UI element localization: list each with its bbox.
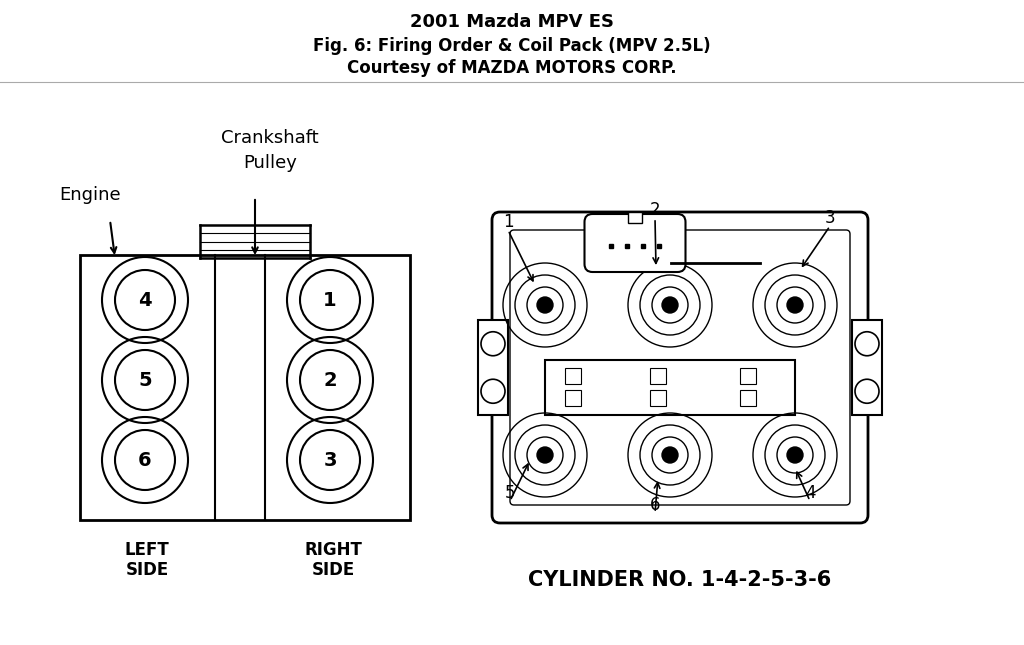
- Circle shape: [662, 297, 678, 313]
- Text: 5: 5: [505, 484, 515, 502]
- Circle shape: [537, 297, 553, 313]
- Text: 2: 2: [324, 370, 337, 390]
- FancyBboxPatch shape: [492, 212, 868, 523]
- Text: Engine: Engine: [59, 186, 121, 204]
- Bar: [478, 320, 508, 415]
- Text: Courtesy of MAZDA MOTORS CORP.: Courtesy of MAZDA MOTORS CORP.: [347, 59, 677, 77]
- Text: SIDE: SIDE: [311, 561, 354, 579]
- Bar: [650, 390, 666, 406]
- FancyBboxPatch shape: [585, 214, 685, 272]
- Text: 6: 6: [650, 496, 660, 514]
- Text: Crankshaft: Crankshaft: [221, 129, 318, 147]
- Text: SIDE: SIDE: [125, 561, 169, 579]
- Text: 1: 1: [503, 213, 513, 231]
- Bar: [740, 390, 756, 406]
- Bar: [852, 320, 882, 415]
- Text: 3: 3: [824, 209, 836, 227]
- Text: 4: 4: [805, 484, 815, 502]
- Bar: [545, 360, 795, 415]
- FancyBboxPatch shape: [510, 230, 850, 505]
- Text: 2001 Mazda MPV ES: 2001 Mazda MPV ES: [410, 13, 614, 31]
- Text: Pulley: Pulley: [243, 154, 297, 172]
- Bar: [565, 390, 581, 406]
- Circle shape: [662, 447, 678, 463]
- Bar: [80, 255, 410, 520]
- Circle shape: [787, 447, 803, 463]
- Text: 3: 3: [324, 450, 337, 470]
- Bar: [565, 368, 581, 384]
- Text: 2: 2: [649, 201, 660, 219]
- Bar: [628, 212, 642, 223]
- Circle shape: [787, 297, 803, 313]
- Text: 6: 6: [138, 450, 152, 470]
- Bar: [650, 368, 666, 384]
- Text: 4: 4: [138, 290, 152, 310]
- Text: LEFT: LEFT: [125, 541, 169, 559]
- Text: RIGHT: RIGHT: [304, 541, 361, 559]
- Bar: [740, 368, 756, 384]
- Text: 5: 5: [138, 370, 152, 390]
- Text: 1: 1: [324, 290, 337, 310]
- Text: Fig. 6: Firing Order & Coil Pack (MPV 2.5L): Fig. 6: Firing Order & Coil Pack (MPV 2.…: [313, 37, 711, 55]
- Text: CYLINDER NO. 1-4-2-5-3-6: CYLINDER NO. 1-4-2-5-3-6: [528, 570, 831, 590]
- Circle shape: [537, 447, 553, 463]
